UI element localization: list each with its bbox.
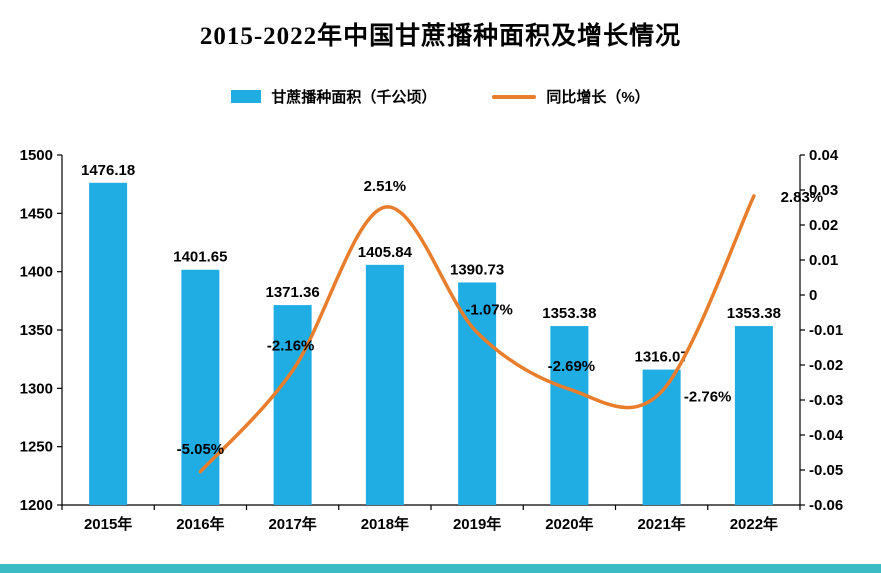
right-axis-tick-label: -0.01 xyxy=(809,322,843,339)
bar-2015年 xyxy=(89,182,128,505)
right-axis-tick-label: -0.04 xyxy=(809,427,844,444)
x-axis-category-label: 2018年 xyxy=(361,515,409,533)
bar-series-swatch-icon xyxy=(231,90,262,103)
left-axis-tick-label: 1250 xyxy=(20,439,53,456)
x-axis-category-label: 2019年 xyxy=(453,515,501,533)
right-axis-tick-label: -0.06 xyxy=(809,497,843,514)
line-point-label: -1.07% xyxy=(465,301,513,318)
bar-value-label: 1405.84 xyxy=(358,244,413,261)
right-axis-tick-label: -0.02 xyxy=(809,357,843,374)
left-axis-tick-label: 1350 xyxy=(20,322,53,339)
right-axis-tick-label: 0 xyxy=(809,287,817,304)
right-axis-tick-label: -0.05 xyxy=(809,462,843,479)
chart-title: 2015-2022年中国甘蔗播种面积及增长情况 xyxy=(199,23,682,50)
bottom-accent-bar xyxy=(0,564,881,573)
bar-value-label: 1390.73 xyxy=(450,261,504,278)
legend-label-yoy-growth: 同比增长（%） xyxy=(546,89,650,106)
bar-2016年 xyxy=(181,269,220,505)
bar-2018年 xyxy=(365,264,404,505)
bar-2020年 xyxy=(550,326,589,505)
left-axis-tick-label: 1500 xyxy=(20,147,53,164)
bar-value-label: 1353.38 xyxy=(727,305,781,322)
line-point-label: -2.16% xyxy=(267,338,315,355)
combo-chart-canvas: 1500 1450 1400 1350 1300 1250 1200 0.04 0.03 0.02… xyxy=(20,147,844,533)
bar-2019年 xyxy=(458,282,497,505)
legend-item-yoy-growth: 同比增长（%） xyxy=(492,86,650,107)
bar-value-label: 1371.36 xyxy=(266,284,320,301)
right-axis-tick-label: -0.03 xyxy=(809,392,843,409)
x-axis-category-label: 2020年 xyxy=(545,515,593,533)
bar-2017年 xyxy=(273,305,312,505)
legend-label-planting-area: 甘蔗播种面积（千公顷） xyxy=(271,89,437,106)
right-axis-tick-label: 0.02 xyxy=(809,217,838,234)
bar-value-label: 1316.07 xyxy=(635,349,689,366)
right-axis-tick-label: 0.04 xyxy=(809,147,839,164)
bar-value-label: 1476.18 xyxy=(81,162,135,179)
left-axis-tick-label: 1300 xyxy=(20,380,53,397)
bar-value-label: 1401.65 xyxy=(173,249,227,266)
x-axis-category-label: 2021年 xyxy=(637,515,685,533)
bar-value-label: 1353.38 xyxy=(542,305,596,322)
x-axis-category-label: 2022年 xyxy=(730,515,778,533)
left-axis-tick-label: 1400 xyxy=(20,264,53,281)
x-axis-category-label: 2015年 xyxy=(84,515,132,533)
bar-2022年 xyxy=(734,326,773,505)
x-axis-category-label: 2016年 xyxy=(176,515,224,533)
right-axis-tick-label: 0.01 xyxy=(809,252,838,269)
yoy-growth-line xyxy=(198,194,756,474)
chart-legend: 甘蔗播种面积（千公顷） 同比增长（%） xyxy=(0,86,881,107)
left-axis-tick-label: 1450 xyxy=(20,205,53,222)
line-series-swatch-icon xyxy=(492,94,537,99)
x-axis-category-label: 2017年 xyxy=(268,515,316,533)
legend-item-planting-area: 甘蔗播种面积（千公顷） xyxy=(231,86,436,107)
right-axis-tick-label: 0.03 xyxy=(809,182,838,199)
left-axis-tick-label: 1200 xyxy=(20,497,53,514)
line-point-label: -2.69% xyxy=(548,358,596,375)
line-point-label: 2.51% xyxy=(364,178,407,195)
line-point-label: -5.05% xyxy=(177,441,225,458)
line-point-label: 2.83% xyxy=(781,189,824,206)
line-point-label: -2.76% xyxy=(684,389,732,406)
